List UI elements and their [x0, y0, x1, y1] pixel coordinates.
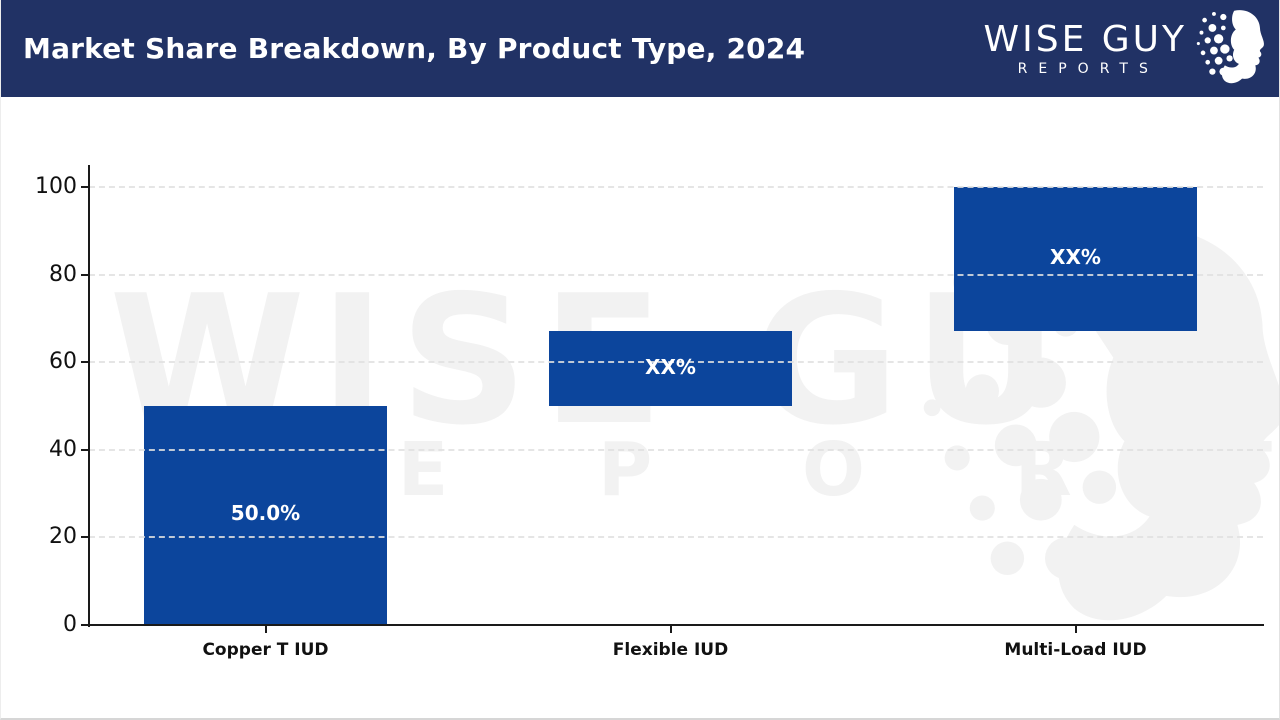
- category-label-1: Copper T IUD: [202, 640, 329, 660]
- y-tick-label: 20: [49, 524, 77, 550]
- gridline-20: [89, 536, 1263, 539]
- y-tick-label: 60: [49, 349, 77, 375]
- bar-copper-t-iud: [144, 405, 387, 625]
- y-tick-label: 40: [49, 436, 77, 462]
- y-tick: [81, 448, 88, 451]
- y-tick-label: 80: [49, 261, 77, 287]
- y-tick-label: 0: [63, 612, 77, 637]
- logo-wordmark: WISE GUY: [983, 18, 1187, 60]
- x-tick: [264, 626, 267, 633]
- header: Market Share Breakdown, By Product Type,…: [1, 0, 1279, 97]
- bar-flexible-iud: [549, 331, 792, 406]
- category-label-3: Multi-Load IUD: [1004, 640, 1147, 660]
- bar-value-label: 50.0%: [230, 501, 301, 526]
- gridline-100: [89, 185, 1263, 188]
- y-tick: [81, 361, 88, 364]
- x-tick: [669, 626, 672, 633]
- logo-subtext: REPORTS: [1017, 60, 1159, 77]
- y-tick: [81, 536, 88, 539]
- brand-logo: WISE GUY REPORTS: [984, 6, 1268, 92]
- x-axis-line: [88, 624, 1264, 626]
- gridline-80: [89, 273, 1263, 276]
- logo-face-icon: [1196, 10, 1264, 84]
- y-tick: [81, 624, 88, 626]
- bar-value-label: XX%: [1050, 245, 1101, 270]
- x-tick: [1074, 626, 1077, 633]
- y-tick: [81, 185, 88, 188]
- logo-text: WISE GUY REPORTS: [983, 18, 1188, 77]
- y-tick: [81, 273, 88, 276]
- gridline-40: [89, 448, 1263, 451]
- category-label-2: Flexible IUD: [612, 640, 729, 660]
- y-tick-label: 100: [35, 173, 77, 199]
- gridline-60: [89, 361, 1263, 364]
- bar-multi-load-iud: [954, 186, 1197, 332]
- y-axis-line: [88, 165, 90, 627]
- page-title: Market Share Breakdown, By Product Type,…: [23, 32, 806, 65]
- bar-value-label: XX%: [645, 354, 696, 379]
